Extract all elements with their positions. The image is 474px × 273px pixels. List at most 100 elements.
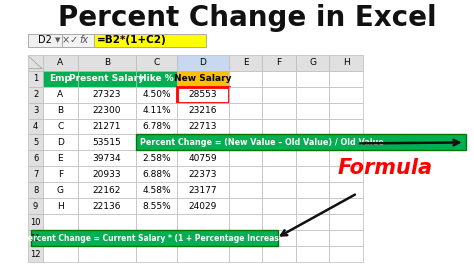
- FancyBboxPatch shape: [28, 71, 43, 87]
- Text: C: C: [57, 122, 64, 131]
- Text: 6.78%: 6.78%: [143, 122, 171, 131]
- FancyBboxPatch shape: [137, 135, 177, 150]
- Text: 2: 2: [33, 90, 38, 99]
- Text: 28553: 28553: [189, 90, 217, 99]
- Text: 39734: 39734: [92, 154, 121, 163]
- FancyBboxPatch shape: [78, 230, 137, 246]
- Text: 10: 10: [30, 218, 41, 227]
- FancyBboxPatch shape: [177, 246, 228, 262]
- FancyBboxPatch shape: [137, 71, 177, 87]
- FancyBboxPatch shape: [177, 230, 228, 246]
- FancyBboxPatch shape: [329, 198, 363, 214]
- FancyBboxPatch shape: [137, 135, 466, 150]
- Text: 4.11%: 4.11%: [143, 106, 171, 115]
- FancyBboxPatch shape: [137, 55, 177, 71]
- FancyBboxPatch shape: [296, 118, 329, 135]
- FancyBboxPatch shape: [228, 103, 262, 118]
- FancyBboxPatch shape: [78, 55, 137, 71]
- FancyBboxPatch shape: [137, 150, 177, 166]
- FancyBboxPatch shape: [78, 118, 137, 135]
- Text: 22713: 22713: [189, 122, 217, 131]
- FancyBboxPatch shape: [137, 198, 177, 214]
- FancyBboxPatch shape: [78, 71, 137, 87]
- FancyBboxPatch shape: [329, 55, 363, 71]
- FancyBboxPatch shape: [329, 166, 363, 182]
- Text: 23177: 23177: [189, 186, 217, 195]
- FancyBboxPatch shape: [78, 166, 137, 182]
- Text: H: H: [343, 58, 349, 67]
- Text: fx: fx: [80, 35, 89, 45]
- FancyBboxPatch shape: [329, 214, 363, 230]
- Text: 20933: 20933: [92, 170, 121, 179]
- FancyBboxPatch shape: [177, 118, 228, 135]
- FancyBboxPatch shape: [329, 135, 363, 150]
- FancyBboxPatch shape: [228, 246, 262, 262]
- FancyBboxPatch shape: [177, 182, 228, 198]
- FancyBboxPatch shape: [28, 230, 43, 246]
- Text: D2: D2: [38, 35, 52, 45]
- FancyBboxPatch shape: [43, 87, 78, 103]
- FancyBboxPatch shape: [177, 150, 228, 166]
- Text: 8.55%: 8.55%: [143, 202, 171, 211]
- Text: 4.58%: 4.58%: [143, 186, 171, 195]
- Text: A: A: [57, 58, 64, 67]
- FancyBboxPatch shape: [137, 103, 177, 118]
- FancyBboxPatch shape: [228, 55, 262, 71]
- FancyBboxPatch shape: [78, 135, 137, 150]
- FancyBboxPatch shape: [43, 118, 78, 135]
- FancyBboxPatch shape: [296, 230, 329, 246]
- FancyBboxPatch shape: [262, 198, 296, 214]
- Text: B: B: [104, 58, 110, 67]
- FancyBboxPatch shape: [262, 166, 296, 182]
- Text: Percent Change = Current Salary * (1 + Percentage Increase): Percent Change = Current Salary * (1 + P…: [22, 234, 287, 243]
- FancyBboxPatch shape: [78, 214, 137, 230]
- Text: 11: 11: [30, 234, 41, 243]
- Text: 21271: 21271: [93, 122, 121, 131]
- Text: New Salary: New Salary: [174, 74, 232, 83]
- Text: 7: 7: [33, 170, 38, 179]
- Text: =B2*(1+C2): =B2*(1+C2): [97, 35, 167, 45]
- FancyBboxPatch shape: [262, 135, 296, 150]
- Text: 2.58%: 2.58%: [143, 154, 171, 163]
- FancyBboxPatch shape: [78, 150, 137, 166]
- Text: D: D: [200, 58, 207, 67]
- Text: 24029: 24029: [189, 202, 217, 211]
- FancyBboxPatch shape: [43, 182, 78, 198]
- FancyBboxPatch shape: [262, 71, 296, 87]
- Text: Percent Change in Excel: Percent Change in Excel: [58, 4, 437, 32]
- Text: F: F: [58, 170, 63, 179]
- FancyBboxPatch shape: [78, 198, 137, 214]
- FancyBboxPatch shape: [28, 103, 43, 118]
- FancyBboxPatch shape: [43, 103, 78, 118]
- FancyBboxPatch shape: [262, 246, 296, 262]
- FancyBboxPatch shape: [28, 182, 43, 198]
- FancyBboxPatch shape: [296, 166, 329, 182]
- Text: Hike %: Hike %: [139, 74, 174, 83]
- Text: A: A: [57, 90, 64, 99]
- FancyBboxPatch shape: [228, 198, 262, 214]
- Text: E: E: [243, 58, 248, 67]
- FancyBboxPatch shape: [43, 166, 78, 182]
- Text: 8: 8: [33, 186, 38, 195]
- Text: Present Salary: Present Salary: [69, 74, 145, 83]
- FancyBboxPatch shape: [28, 166, 43, 182]
- FancyBboxPatch shape: [78, 246, 137, 262]
- Text: Formula: Formula: [338, 158, 433, 178]
- FancyBboxPatch shape: [137, 166, 177, 182]
- Text: 3: 3: [33, 106, 38, 115]
- Text: 53515: 53515: [92, 138, 121, 147]
- FancyBboxPatch shape: [177, 135, 228, 150]
- FancyBboxPatch shape: [262, 103, 296, 118]
- FancyBboxPatch shape: [329, 150, 363, 166]
- FancyBboxPatch shape: [28, 87, 43, 103]
- Text: ×: ×: [61, 35, 70, 45]
- FancyBboxPatch shape: [43, 214, 78, 230]
- FancyBboxPatch shape: [296, 103, 329, 118]
- FancyBboxPatch shape: [177, 166, 228, 182]
- FancyBboxPatch shape: [262, 118, 296, 135]
- FancyBboxPatch shape: [177, 87, 228, 103]
- Text: C: C: [154, 58, 160, 67]
- FancyBboxPatch shape: [296, 150, 329, 166]
- FancyBboxPatch shape: [78, 182, 137, 198]
- FancyBboxPatch shape: [31, 230, 278, 246]
